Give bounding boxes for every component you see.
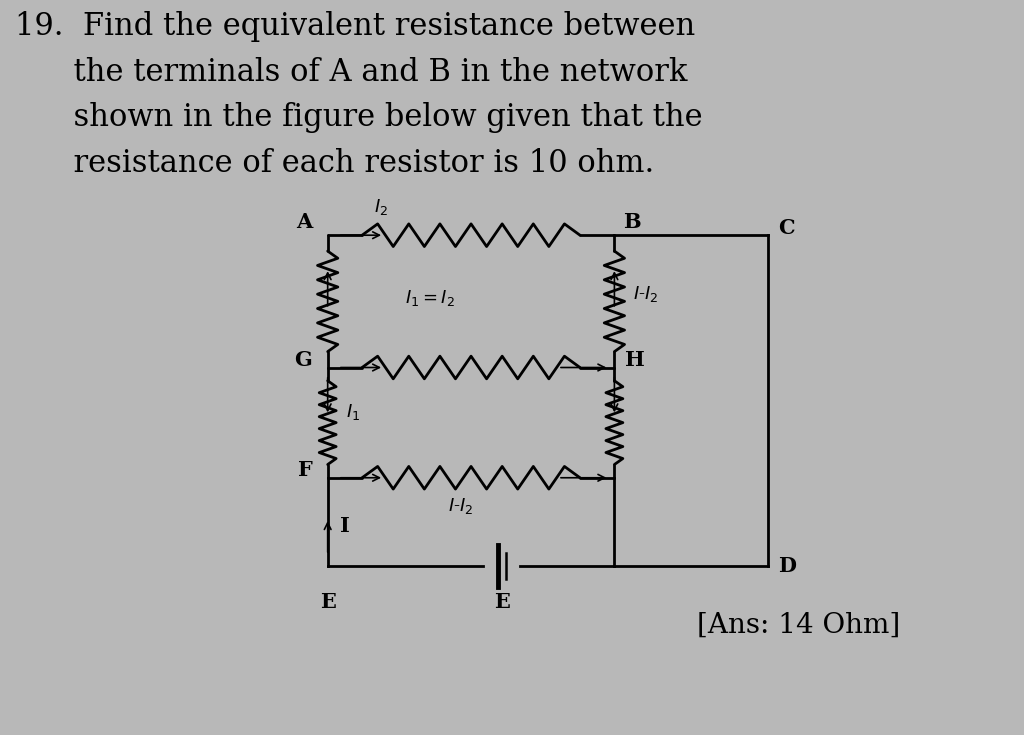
Text: I: I	[340, 515, 350, 536]
Text: resistance of each resistor is 10 ohm.: resistance of each resistor is 10 ohm.	[15, 148, 654, 179]
Text: A: A	[296, 212, 312, 232]
Text: C: C	[778, 218, 795, 238]
Text: D: D	[778, 556, 797, 576]
Text: $I$-$I_2$: $I$-$I_2$	[449, 495, 473, 516]
Text: $I_2$: $I_2$	[374, 197, 388, 218]
Text: [Ans: 14 Ohm]: [Ans: 14 Ohm]	[697, 612, 900, 638]
Text: E: E	[319, 592, 336, 612]
Text: E: E	[494, 592, 510, 612]
Text: G: G	[295, 350, 312, 370]
Text: 19.  Find the equivalent resistance between: 19. Find the equivalent resistance betwe…	[15, 11, 695, 42]
Text: shown in the figure below given that the: shown in the figure below given that the	[15, 102, 703, 133]
Text: F: F	[298, 460, 312, 481]
Text: $I$-$I_2$: $I$-$I_2$	[633, 284, 658, 304]
Text: H: H	[625, 350, 644, 370]
Text: B: B	[623, 212, 640, 232]
Text: the terminals of A and B in the network: the terminals of A and B in the network	[15, 57, 688, 87]
Text: $I_1$: $I_1$	[346, 401, 360, 422]
Text: $I_1=I_2$: $I_1=I_2$	[406, 287, 455, 308]
